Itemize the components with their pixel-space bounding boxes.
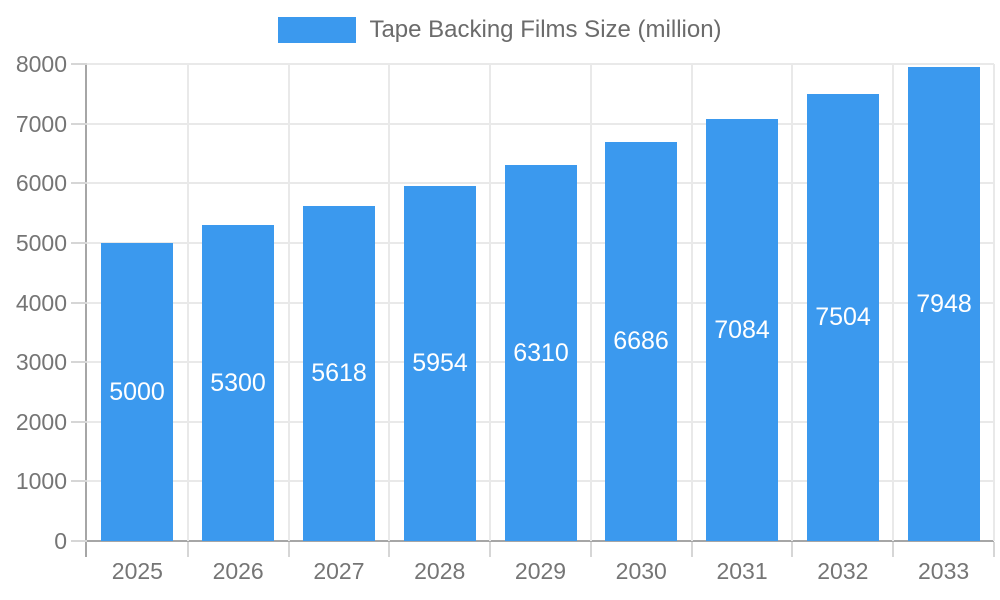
bar-2028[interactable]: 5954 <box>404 186 476 541</box>
v-gridline <box>791 64 793 541</box>
bar-2026[interactable]: 5300 <box>202 225 274 541</box>
bar-value-label: 7084 <box>714 315 770 344</box>
x-axis-tick <box>892 542 894 557</box>
y-axis-tick <box>71 63 87 65</box>
y-axis-label: 3000 <box>15 349 67 376</box>
v-gridline <box>187 64 189 541</box>
y-axis-label: 1000 <box>15 468 67 495</box>
v-gridline <box>388 64 390 541</box>
v-gridline <box>993 64 995 541</box>
bar-2027[interactable]: 5618 <box>303 206 375 541</box>
bar-2029[interactable]: 6310 <box>505 165 577 541</box>
y-axis-label: 4000 <box>15 289 67 316</box>
v-gridline <box>892 64 894 541</box>
bar-2032[interactable]: 7504 <box>807 94 879 541</box>
x-axis-tick <box>288 542 290 557</box>
x-axis-label: 2030 <box>615 558 667 584</box>
x-axis-label: 2028 <box>414 558 466 584</box>
y-axis-tick <box>71 301 87 304</box>
bar-value-label: 6310 <box>513 338 569 367</box>
v-gridline <box>590 64 592 541</box>
x-axis-tick <box>187 542 189 557</box>
bar-2025[interactable]: 5000 <box>101 243 173 541</box>
bar-2030[interactable]: 6686 <box>605 142 677 541</box>
v-gridline <box>288 64 290 541</box>
y-axis-tick <box>71 122 87 125</box>
x-axis-tick <box>691 542 693 557</box>
y-axis-label: 7000 <box>15 110 67 137</box>
y-axis-label: 2000 <box>15 408 67 435</box>
x-axis-label: 2033 <box>918 558 970 584</box>
bar-2031[interactable]: 7084 <box>706 119 778 541</box>
y-axis-tick <box>71 540 87 542</box>
y-axis-line <box>85 64 87 557</box>
x-axis-tick <box>590 542 592 557</box>
legend-label: Tape Backing Films Size (million) <box>369 16 722 43</box>
bar-value-label: 5300 <box>210 368 266 397</box>
v-gridline <box>489 64 491 541</box>
y-axis-tick <box>71 480 87 483</box>
x-axis-tick <box>388 542 390 557</box>
h-gridline <box>87 63 994 65</box>
bar-value-label: 7948 <box>916 289 972 318</box>
x-axis-line <box>71 540 994 542</box>
y-axis-tick <box>71 241 87 244</box>
y-axis-label: 6000 <box>15 170 67 197</box>
x-axis-label: 2032 <box>817 558 869 584</box>
legend-swatch-icon <box>278 17 357 43</box>
x-axis-label: 2027 <box>313 558 365 584</box>
plot-area: 5000 5300 5618 5954 6310 6686 7084 7504 7948 <box>87 63 995 541</box>
y-axis-tick <box>71 182 87 185</box>
y-axis-tick <box>71 361 87 364</box>
x-axis-label: 2026 <box>212 558 264 584</box>
bar-value-label: 5000 <box>109 377 165 406</box>
x-axis-label: 2029 <box>514 558 567 584</box>
x-axis-label: 2025 <box>111 558 163 584</box>
x-axis-tick <box>791 542 793 557</box>
y-axis-label: 0 <box>54 528 67 554</box>
bar-2033[interactable]: 7948 <box>908 67 980 541</box>
y-axis-tick <box>71 420 87 423</box>
legend[interactable]: Tape Backing Films Size (million) <box>0 16 1000 44</box>
y-axis-label: 8000 <box>15 51 67 77</box>
x-axis-label: 2031 <box>716 558 768 584</box>
v-gridline <box>691 64 693 541</box>
h-gridline <box>87 122 994 125</box>
x-axis-tick <box>489 542 491 557</box>
bar-value-label: 6686 <box>613 327 669 355</box>
bar-value-label: 7504 <box>815 303 871 331</box>
bar-value-label: 5954 <box>412 349 468 377</box>
bar-value-label: 5618 <box>311 359 367 387</box>
y-axis-label: 5000 <box>15 229 67 256</box>
x-axis-tick <box>993 542 995 557</box>
